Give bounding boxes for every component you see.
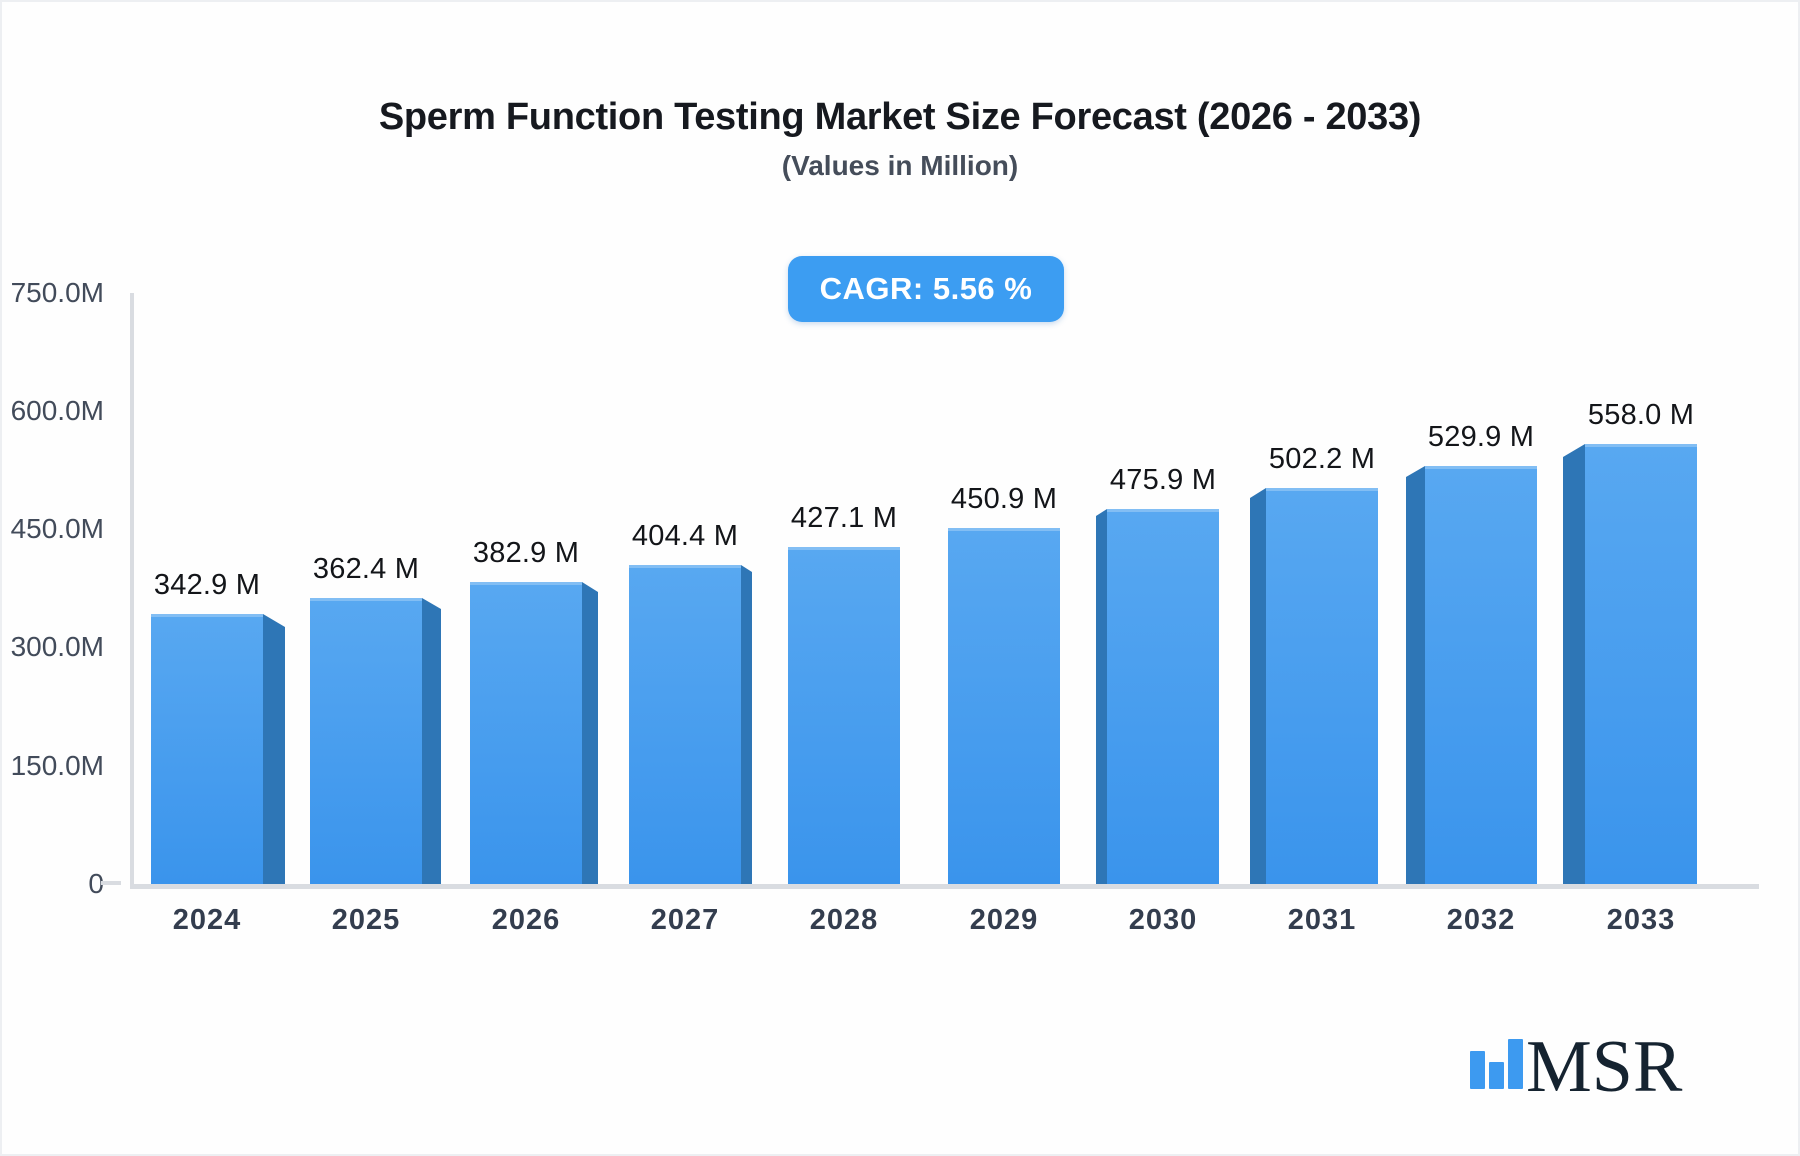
x-tick-2032: 2032	[1446, 904, 1516, 936]
chart-subtitle: (Values in Million)	[781, 150, 1019, 181]
bar-2030	[1107, 509, 1219, 884]
bar-2025	[310, 598, 422, 884]
bar-2026-side	[582, 582, 598, 884]
bar-2027-side	[741, 565, 752, 884]
y-tick-zero-dash	[101, 881, 121, 885]
bar-chart-icon-bar	[1470, 1051, 1485, 1089]
x-tick-2029: 2029	[969, 904, 1039, 936]
bar-value-2025: 362.4 M	[312, 553, 420, 585]
x-tick-2027: 2027	[650, 904, 720, 936]
bar-value-2024: 342.9 M	[153, 569, 261, 601]
chart-title: Sperm Function Testing Market Size Forec…	[378, 96, 1422, 138]
x-tick-2033: 2033	[1606, 904, 1676, 936]
bar-2030-side	[1096, 509, 1107, 884]
y-tick-750.0M: 750.0M	[10, 276, 104, 308]
bar-2033-side	[1563, 444, 1585, 884]
bar-value-2028: 427.1 M	[790, 502, 898, 534]
x-tick-2030: 2030	[1128, 904, 1198, 936]
bar-value-2026: 382.9 M	[472, 537, 580, 569]
y-axis-line	[130, 292, 134, 889]
bar-chart-icon-bar	[1508, 1039, 1523, 1089]
x-tick-2024: 2024	[172, 904, 242, 936]
bar-value-2027: 404.4 M	[631, 520, 739, 552]
bar-2024	[151, 614, 263, 884]
x-tick-2026: 2026	[491, 904, 561, 936]
bar-2029	[948, 528, 1060, 884]
bar-2027	[629, 565, 741, 884]
bar-value-2029: 450.9 M	[950, 483, 1058, 515]
bar-2032	[1425, 466, 1537, 884]
bar-2031	[1266, 488, 1378, 884]
bar-value-2030: 475.9 M	[1109, 464, 1217, 496]
x-tick-2025: 2025	[331, 904, 401, 936]
cagr-badge: CAGR: 5.56 %	[788, 256, 1064, 322]
bar-2024-side	[263, 614, 285, 884]
bar-2032-side	[1406, 466, 1425, 884]
x-tick-2031: 2031	[1287, 904, 1357, 936]
bar-chart-icon	[1470, 1039, 1523, 1089]
y-tick-150.0M: 150.0M	[10, 749, 104, 781]
bar-2033	[1585, 444, 1697, 884]
x-axis-line	[130, 884, 1759, 889]
brand-logo: MSR	[1470, 1030, 1682, 1104]
bar-value-2031: 502.2 M	[1268, 443, 1376, 475]
bar-2026	[470, 582, 582, 884]
bar-2025-side	[422, 598, 441, 884]
y-tick-600.0M: 600.0M	[10, 394, 104, 426]
y-tick-450.0M: 450.0M	[10, 513, 104, 545]
bar-value-2032: 529.9 M	[1427, 421, 1535, 453]
brand-logo-text: MSR	[1526, 1026, 1683, 1108]
x-tick-2028: 2028	[809, 904, 879, 936]
cagr-badge-label: CAGR: 5.56 %	[819, 271, 1033, 306]
y-tick-0: 0	[88, 868, 104, 899]
bar-2028	[788, 547, 900, 884]
bar-2031-side	[1250, 488, 1266, 884]
bar-value-2033: 558.0 M	[1587, 399, 1695, 431]
bar-chart-icon-bar	[1489, 1062, 1504, 1089]
y-tick-300.0M: 300.0M	[10, 631, 104, 663]
